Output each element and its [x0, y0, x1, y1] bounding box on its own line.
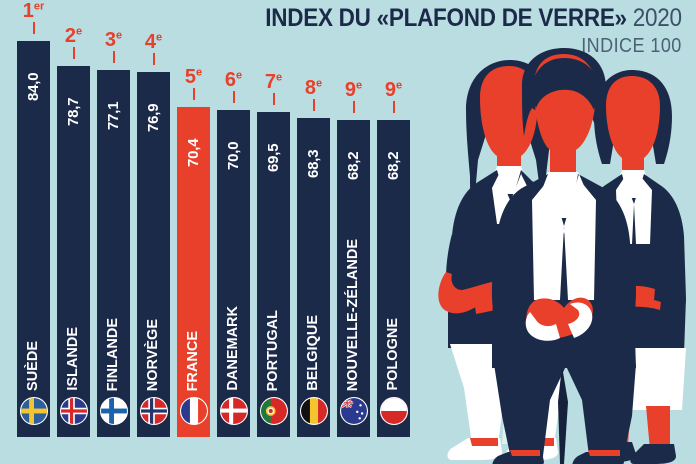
bar: 68,3 BELGIQUE	[297, 118, 330, 437]
bar: 84,0 SUÈDE	[17, 41, 50, 437]
rank-tick-line	[32, 22, 35, 34]
rank-number: 8	[304, 77, 316, 99]
bar-country-label: NORVÈGE	[145, 318, 161, 391]
flag-belgium-icon	[299, 397, 328, 425]
rank-number: 2	[64, 25, 76, 47]
bar-rank-label: 2e	[57, 26, 90, 46]
flag-norway-icon	[139, 397, 168, 425]
flag-newzealand-icon	[339, 397, 368, 425]
bar-country-label: FRANCE	[185, 330, 201, 391]
rank-number: 4	[144, 31, 156, 53]
bar-country-label: PORTUGAL	[265, 309, 281, 391]
bar-rank-label: 1er	[17, 1, 50, 21]
bar-rank-label: 8e	[297, 78, 330, 98]
bar-country-label: DANEMARK	[225, 306, 241, 391]
rank-number: 9	[384, 79, 396, 101]
bar-group-portugal: 7e 69,5 PORTUGAL	[257, 72, 290, 437]
bar-rank-label: 6e	[217, 70, 250, 90]
rank-tick-line	[352, 101, 355, 113]
bar-group-france: 5e 70,4 FRANCE	[177, 67, 210, 437]
bar-group-nouvelle-z-lande: 9e 68,2 NOUVELLE-ZÉLANDE	[337, 80, 370, 437]
rank-tick-line	[392, 101, 395, 113]
bar: 76,9 NORVÈGE	[137, 72, 170, 437]
bar-group-belgique: 8e 68,3 BELGIQUE	[297, 78, 330, 437]
bar-group-islande: 2e 78,7 ISLANDE	[57, 26, 90, 437]
bar-value-label: 68,2	[385, 151, 402, 180]
flag-sweden-icon	[19, 397, 48, 425]
rank-number: 9	[344, 79, 356, 101]
bar-value-label: 69,5	[265, 143, 282, 172]
bar-country-label: SUÈDE	[25, 341, 41, 391]
flag-denmark-icon	[219, 397, 248, 425]
rank-suffix: e	[116, 29, 123, 42]
rank-tick-line	[232, 91, 235, 103]
bar-value-label: 68,2	[345, 151, 362, 180]
page-subtitle: INDICE 100	[581, 35, 682, 57]
rank-suffix: e	[196, 66, 203, 79]
bar-country-label: FINLANDE	[105, 317, 121, 391]
bar-value-label: 70,4	[185, 138, 202, 167]
rank-tick-line	[152, 53, 155, 65]
bar-value-label: 68,3	[305, 149, 322, 178]
bar: 68,2 POLOGNE	[377, 120, 410, 437]
bar-group-danemark: 6e 70,0 DANEMARK	[217, 70, 250, 437]
rank-tick-line	[272, 93, 275, 105]
bar-group-pologne: 9e 68,2 POLOGNE	[377, 80, 410, 437]
title-main-text: INDEX DU «PLAFOND DE VERRE»	[265, 4, 628, 32]
bar-rank-label: 7e	[257, 72, 290, 92]
rank-suffix: e	[156, 31, 163, 44]
bar-value-label: 78,7	[65, 97, 82, 126]
bar-rank-label: 9e	[337, 80, 370, 100]
rank-tick-line	[312, 99, 315, 111]
bar-rank-label: 3e	[97, 30, 130, 50]
rank-suffix: er	[33, 0, 45, 13]
bar: 68,2 NOUVELLE-ZÉLANDE	[337, 120, 370, 437]
bar-group-finlande: 3e 77,1 FINLANDE	[97, 30, 130, 437]
rank-number: 5	[184, 66, 196, 88]
rank-number: 6	[224, 69, 236, 91]
bar-group-norv-ge: 4e 76,9 NORVÈGE	[137, 32, 170, 437]
flag-finland-icon	[99, 397, 128, 425]
title-year: 2020	[633, 4, 682, 32]
three-businesswomen-illustration	[418, 48, 696, 464]
bar-group-su-de: 1er 84,0 SUÈDE	[17, 1, 50, 437]
bar-value-label: 76,9	[145, 103, 162, 132]
flag-france-icon	[179, 397, 208, 425]
bar-country-label: BELGIQUE	[305, 315, 321, 391]
bar-country-label: NOUVELLE-ZÉLANDE	[345, 238, 361, 391]
bar-rank-label: 9e	[377, 80, 410, 100]
bar: 69,5 PORTUGAL	[257, 112, 290, 437]
rank-number: 3	[104, 29, 116, 51]
bar: 70,4 FRANCE	[177, 107, 210, 437]
bar-rank-label: 4e	[137, 32, 170, 52]
bar: 77,1 FINLANDE	[97, 70, 130, 437]
rank-suffix: e	[76, 25, 83, 38]
bar: 78,7 ISLANDE	[57, 66, 90, 437]
rank-number: 1	[22, 0, 34, 22]
flag-poland-icon	[379, 397, 408, 425]
bar-chart: 1er 84,0 SUÈDE 2e 78,7 ISLANDE 3e 77,1 FINLANDE 4…	[17, 1, 410, 437]
bar-value-label: 84,0	[25, 72, 42, 101]
rank-suffix: e	[236, 69, 243, 82]
rank-number: 7	[264, 71, 276, 93]
rank-suffix: e	[356, 79, 363, 92]
rank-tick-line	[192, 88, 195, 100]
flag-iceland-icon	[59, 397, 88, 425]
bar: 70,0 DANEMARK	[217, 110, 250, 437]
rank-tick-line	[72, 47, 75, 59]
rank-suffix: e	[396, 79, 403, 92]
flag-portugal-icon	[259, 397, 288, 425]
bar-rank-label: 5e	[177, 67, 210, 87]
title-block: INDEX DU «PLAFOND DE VERRE» 2020 INDICE …	[219, 6, 682, 57]
page-title: INDEX DU «PLAFOND DE VERRE» 2020	[265, 6, 682, 31]
bar-value-label: 70,0	[225, 141, 242, 170]
rank-suffix: e	[316, 77, 323, 90]
bar-value-label: 77,1	[105, 101, 122, 130]
bar-country-label: ISLANDE	[65, 327, 81, 391]
rank-suffix: e	[276, 71, 283, 84]
bar-country-label: POLOGNE	[385, 318, 401, 391]
rank-tick-line	[112, 51, 115, 63]
